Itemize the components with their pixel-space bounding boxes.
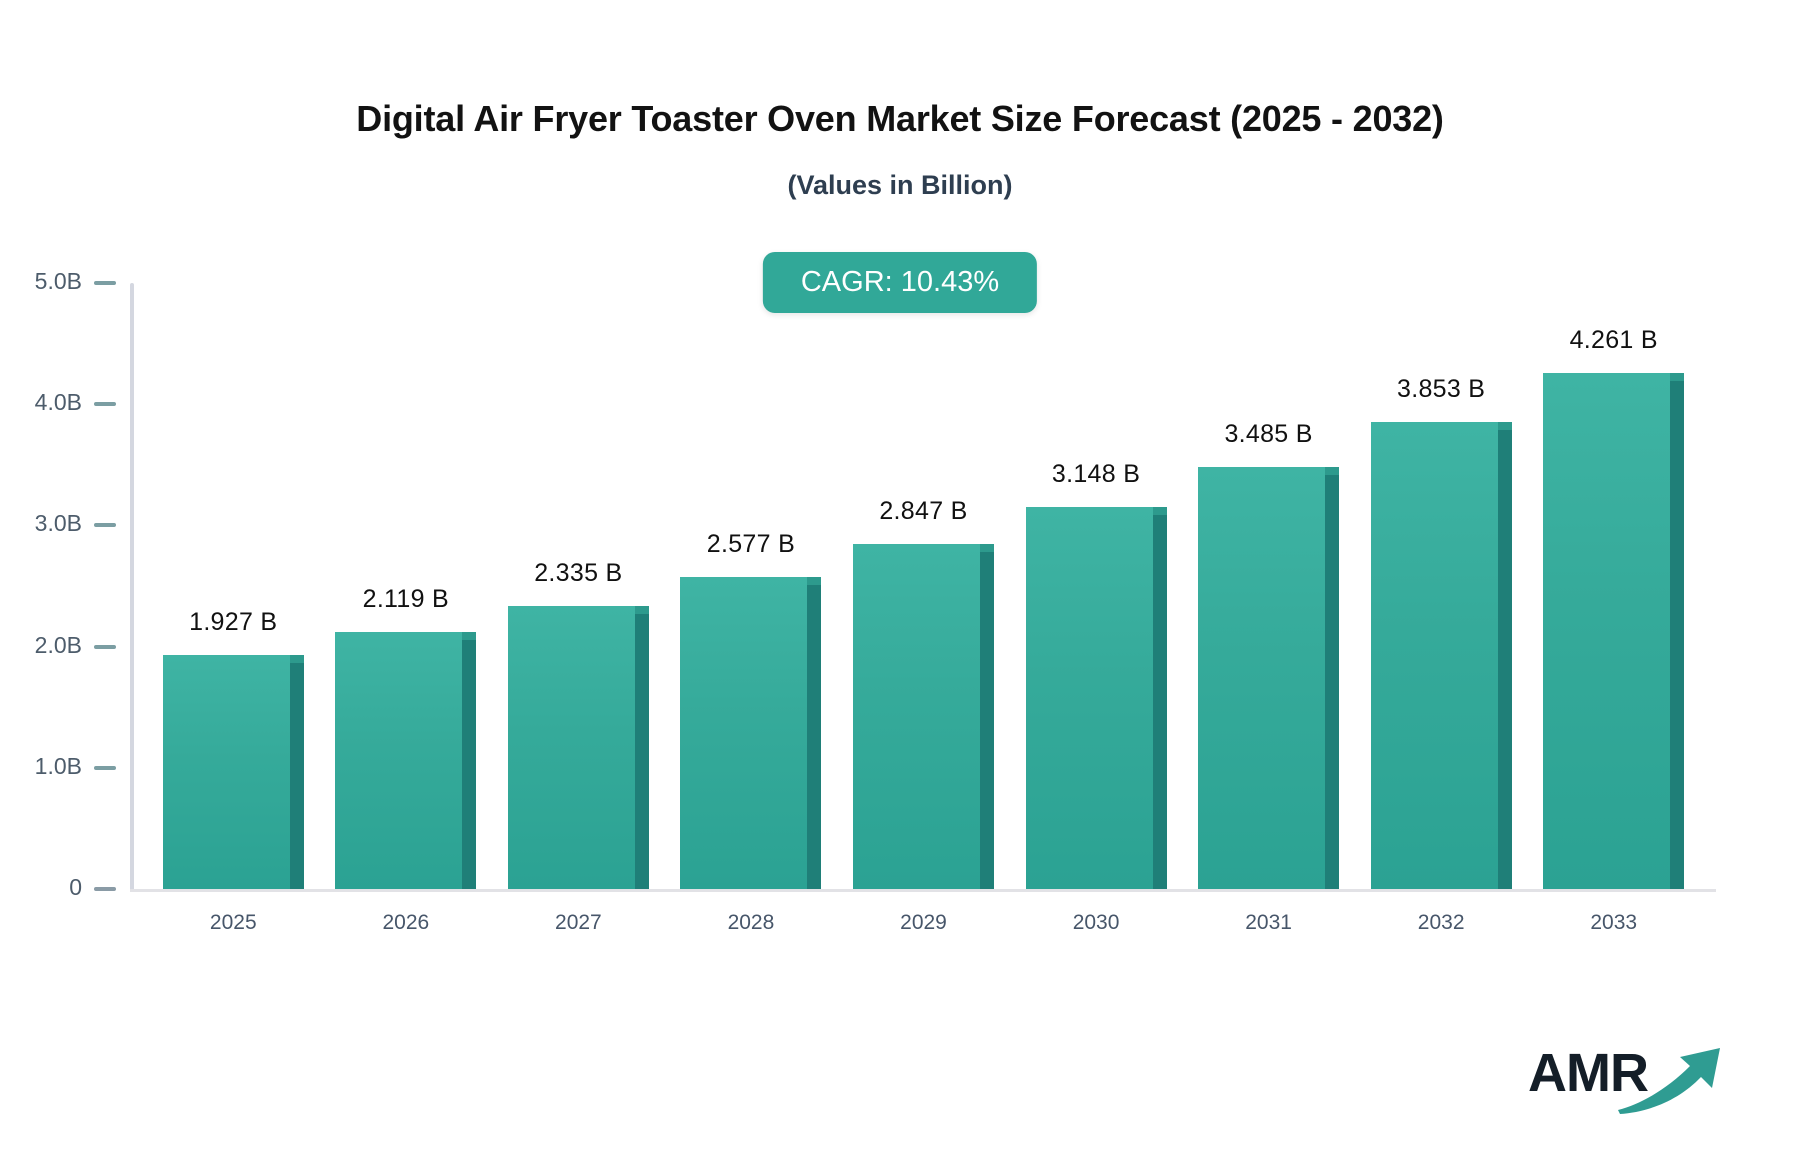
bar-side-face [1152, 514, 1167, 889]
x-axis-label: 2027 [555, 911, 602, 934]
chart-subtitle: (Values in Billion) [787, 170, 1013, 200]
bar-side-face [807, 583, 822, 889]
bar-value-label: 2.335 B [534, 558, 623, 587]
y-tick-label: 5.0B [34, 268, 82, 294]
x-axis-label: 2031 [1245, 911, 1292, 934]
bar-value-label: 4.261 B [1569, 325, 1658, 354]
y-tick-label: 2.0B [34, 631, 82, 658]
x-axis-label: 2028 [727, 911, 775, 934]
bar-value-label: 3.485 B [1224, 419, 1313, 448]
bar-side-face [289, 662, 304, 889]
y-tick-mark [94, 523, 116, 528]
bar-side-face [1497, 429, 1512, 889]
bar-2028[interactable] [680, 576, 822, 889]
bar-value-label: 2.119 B [362, 585, 450, 614]
logo-text: AMR [1528, 1043, 1649, 1103]
bar-front-face [162, 655, 290, 889]
bar-side-face [634, 612, 649, 889]
bar-2027[interactable] [507, 605, 649, 889]
x-axis-label: 2026 [382, 911, 430, 934]
bar-top-face [1325, 466, 1340, 475]
x-axis-label: 2025 [209, 911, 257, 934]
y-tick-mark [94, 644, 116, 649]
bar-front-face [1370, 422, 1498, 889]
x-axis-label: 2030 [1072, 911, 1120, 934]
bar-front-face [507, 605, 635, 889]
bar-side-face [1670, 379, 1685, 889]
bar-top-face [1497, 422, 1512, 431]
bar-2033[interactable] [1543, 372, 1685, 889]
bar-side-face [462, 639, 477, 889]
y-tick-mark [94, 765, 116, 770]
bar-value-label: 2.577 B [706, 529, 796, 558]
bar-top-face [1152, 507, 1167, 516]
x-axis-label: 2032 [1417, 911, 1465, 934]
bar-front-face [1543, 372, 1671, 889]
x-axis-label: 2033 [1590, 911, 1638, 934]
bar-top-face [462, 632, 477, 641]
bar-2029[interactable] [853, 543, 994, 889]
bar-front-face [680, 576, 808, 889]
bar-front-face [1198, 466, 1326, 889]
bar-front-face [853, 543, 980, 889]
growth-arrow-icon [1618, 1048, 1720, 1114]
bar-2025[interactable] [162, 655, 304, 889]
bar-front-face [335, 632, 463, 889]
bar-value-label: 2.847 B [879, 496, 968, 525]
bar-value-label: 3.148 B [1051, 460, 1141, 489]
bar-value-label: 3.853 B [1397, 375, 1486, 404]
bar-top-face [1670, 372, 1685, 381]
bar-top-face [980, 543, 994, 552]
y-axis-line [130, 283, 134, 891]
bar-top-face [289, 655, 304, 664]
bar-2026[interactable] [335, 632, 477, 889]
y-tick-label: 0 [69, 874, 82, 900]
bar-2032[interactable] [1370, 422, 1512, 889]
y-tick-label: 3.0B [34, 510, 82, 537]
bar-side-face [980, 550, 994, 889]
bar-value-label: 1.927 B [189, 608, 278, 637]
x-axis-label: 2029 [900, 911, 947, 934]
y-tick-mark [94, 281, 116, 285]
cagr-badge: CAGR: 10.43% [762, 252, 1038, 313]
amr-logo: AMR [1528, 1040, 1748, 1120]
y-tick-mark [94, 887, 116, 891]
bar-top-face [807, 576, 822, 585]
bar-top-face [634, 605, 649, 614]
chart-title: Digital Air Fryer Toaster Oven Market Si… [356, 98, 1444, 139]
bar-2030[interactable] [1025, 507, 1167, 889]
y-tick-label: 1.0B [34, 752, 82, 779]
bar-front-face [1025, 507, 1153, 889]
y-tick-mark [94, 402, 116, 407]
bar-2031[interactable] [1198, 466, 1340, 889]
x-axis-line [130, 889, 1716, 892]
bar-side-face [1325, 473, 1340, 889]
y-tick-label: 4.0B [34, 389, 82, 416]
